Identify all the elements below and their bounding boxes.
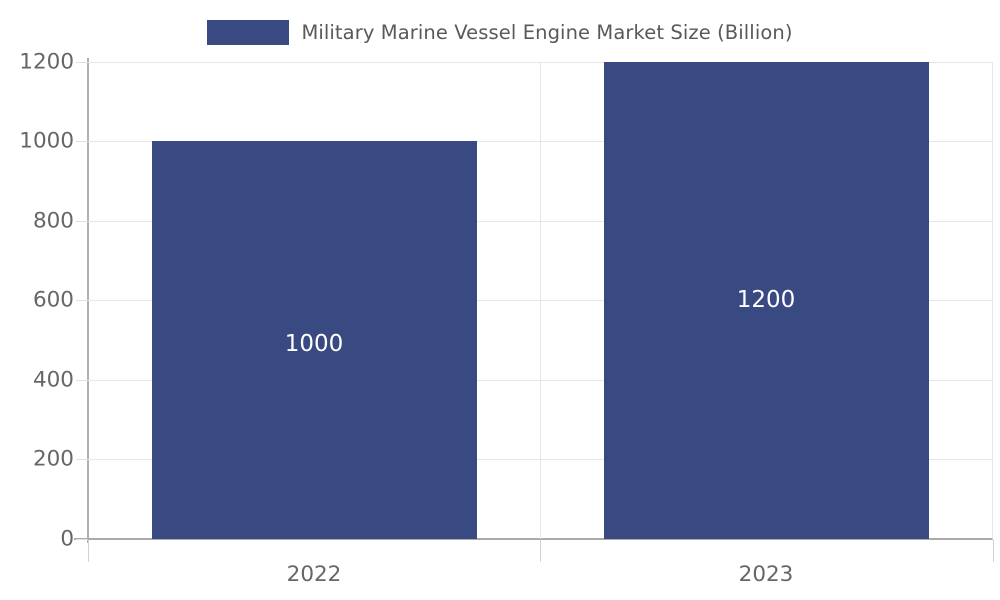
- bar-value-label-2023: 1200: [736, 287, 796, 313]
- y-axis-tick-label: 200: [32, 446, 74, 472]
- y-tick-mark: [76, 380, 88, 381]
- y-axis-tick-label: 600: [32, 287, 74, 313]
- y-tick-mark: [76, 539, 88, 540]
- x-tick-mark: [88, 540, 89, 562]
- y-axis-tick-label: 800: [32, 208, 74, 234]
- x-axis-line: [74, 538, 993, 540]
- y-tick-mark: [76, 459, 88, 460]
- bar-2022[interactable]: [152, 141, 477, 539]
- chart-legend: Military Marine Vessel Engine Market Siz…: [0, 0, 1000, 62]
- y-axis-tick-label: 1000: [19, 128, 74, 154]
- y-axis-tick-label: 0: [60, 526, 74, 552]
- gridline-vertical: [992, 62, 993, 539]
- plot-area: 1000 1200: [88, 62, 993, 539]
- x-axis-tick-label-2022: 2022: [286, 562, 342, 587]
- y-tick-mark: [76, 300, 88, 301]
- y-axis-tick-label: 400: [32, 367, 74, 393]
- x-axis-tick-label-2023: 2023: [738, 562, 794, 587]
- legend-item-label: Military Marine Vessel Engine Market Siz…: [301, 21, 793, 44]
- x-tick-mark: [993, 540, 994, 562]
- y-tick-mark: [76, 141, 88, 142]
- bar-2023[interactable]: [604, 62, 929, 539]
- y-tick-mark: [76, 221, 88, 222]
- bar-value-label-2022: 1000: [284, 331, 344, 357]
- x-tick-mark: [540, 540, 541, 562]
- gridline-vertical: [540, 62, 541, 539]
- legend-color-swatch-icon: [207, 20, 290, 45]
- y-axis-tick-label: 1200: [19, 49, 74, 75]
- legend-item-market-size[interactable]: Military Marine Vessel Engine Market Siz…: [207, 20, 792, 45]
- y-tick-mark: [76, 62, 88, 63]
